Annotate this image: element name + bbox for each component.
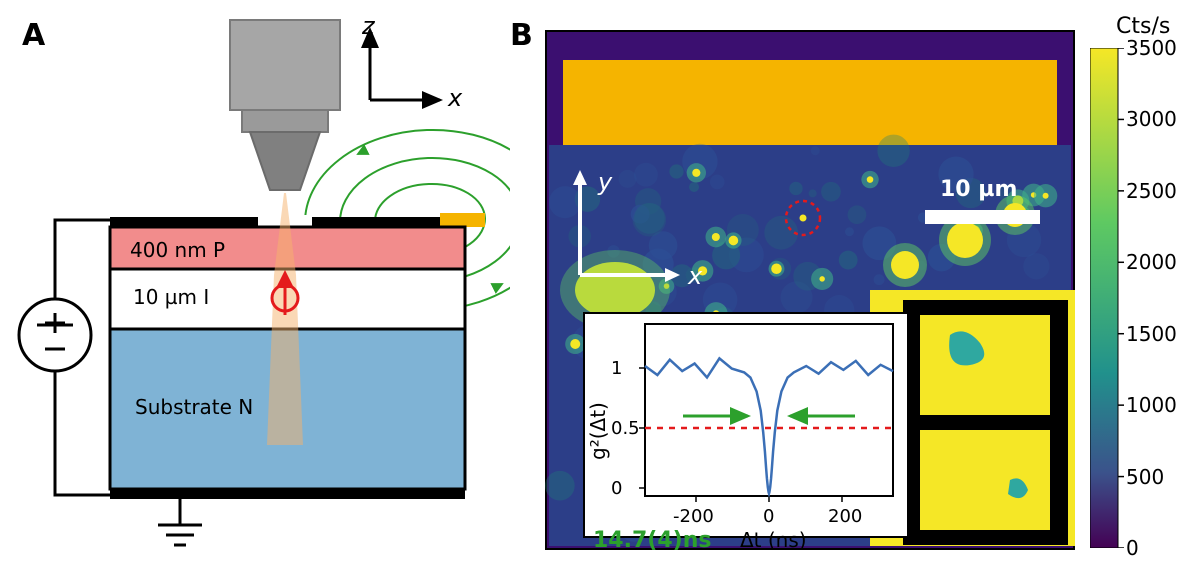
ground-icon: [158, 525, 202, 545]
colorbar-tick-2000: 2000: [1126, 250, 1177, 274]
colorbar-tick-500: 500: [1126, 465, 1164, 489]
i-layer-label: 10 µm I: [133, 285, 209, 309]
inset-y-label: g²(Δt): [586, 402, 610, 460]
alignment-marker: [903, 300, 1068, 545]
colorbar-svg: [1090, 48, 1124, 548]
panel-a-svg: [0, 15, 510, 555]
colorbar-tick-1000: 1000: [1126, 393, 1177, 417]
colorbar-tick-3000: 3000: [1126, 107, 1177, 131]
panel-b-label: B: [510, 18, 533, 53]
figure-root: A: [0, 0, 1200, 570]
p-layer-label: 400 nm P: [130, 238, 225, 262]
colorbar-tick-3500: 3500: [1126, 36, 1177, 60]
inset-xtick-0: 0: [763, 506, 774, 527]
objective-icon: [230, 20, 340, 190]
lifetime-label: 14.7(4)ns: [593, 528, 711, 553]
inset-ytick-2: 1: [611, 358, 622, 379]
colorbar-tick-0: 0: [1126, 536, 1139, 560]
inset-ytick-1: 0.5: [611, 418, 640, 439]
panel-b-x-axis: x: [688, 262, 702, 290]
inset-xtick-n200: -200: [673, 506, 714, 527]
scalebar-label: 10 µm: [940, 177, 1017, 202]
scalebar: [925, 210, 1040, 224]
colorbar-tick-2500: 2500: [1126, 179, 1177, 203]
panel-a-x-axis: x: [448, 84, 462, 112]
inset-ytick-0: 0: [611, 478, 622, 499]
panel-a-z-axis: z: [362, 12, 375, 40]
panel-b-y-axis: y: [598, 168, 612, 196]
voltage-source: [19, 299, 91, 371]
inset-x-label: Δt (ns): [740, 528, 807, 552]
colorbar-tick-1500: 1500: [1126, 322, 1177, 346]
inset-xtick-200: 200: [828, 506, 862, 527]
n-layer-label: Substrate N: [135, 395, 253, 419]
